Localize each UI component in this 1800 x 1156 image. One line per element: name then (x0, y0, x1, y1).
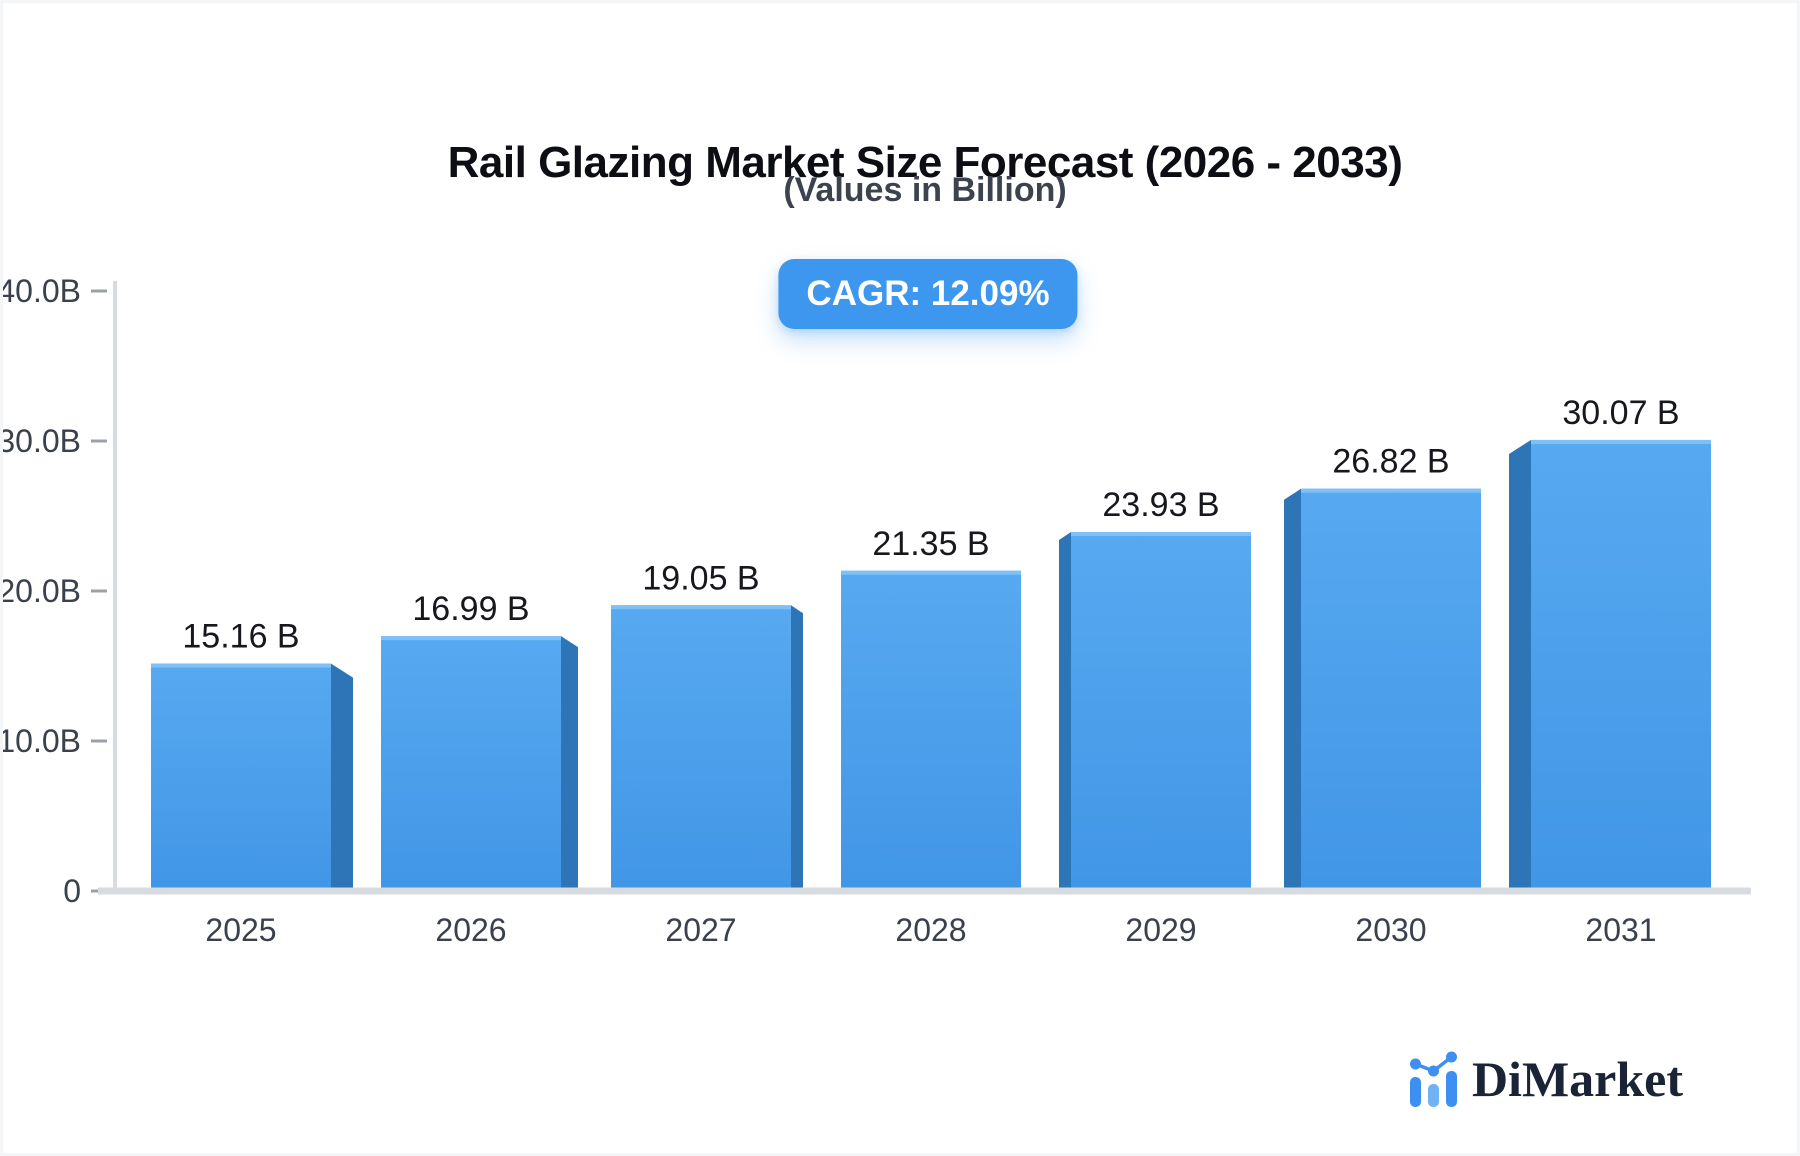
y-tick-label: 10.0B (3, 723, 81, 759)
bar-top-edge (1531, 439, 1711, 444)
bar (381, 636, 561, 889)
bar-side (791, 605, 803, 889)
chart-title: Rail Glazing Market Size Forecast (2026 … (447, 138, 1403, 188)
bar-top-edge (381, 636, 561, 641)
bar-side (1059, 532, 1071, 889)
x-tick-label: 2025 (205, 912, 276, 948)
y-tick-label: 0 (63, 873, 81, 909)
y-tick-label: 30.0B (3, 423, 81, 459)
x-tick-label: 2031 (1585, 912, 1656, 948)
bar-group-2029: 23.93 B 2029 (1059, 486, 1251, 948)
bar-top-edge (1071, 532, 1251, 537)
bar-group-2028: 21.35 B 2028 (841, 525, 1021, 948)
bar-chart: 40.0B 30.0B 20.0B 10.0B 0 15.16 B 2025 16.99 B 2… (3, 273, 1751, 948)
bar-value-label: 30.07 B (1562, 394, 1679, 432)
bar-group-2030: 26.82 B 2030 (1284, 443, 1481, 948)
y-tick-label: 20.0B (3, 573, 81, 609)
x-tick-label: 2027 (665, 912, 736, 948)
bar (1301, 488, 1481, 889)
bar-value-label: 15.16 B (182, 618, 299, 656)
brand-logo-icon (1409, 1051, 1457, 1107)
bar-side (561, 636, 578, 889)
bar-group-2027: 19.05 B 2027 (611, 559, 803, 948)
bar-group-2025: 15.16 B 2025 (151, 618, 353, 948)
bar-side (1509, 439, 1531, 889)
bar-value-label: 16.99 B (412, 590, 529, 628)
x-tick-label: 2026 (435, 912, 506, 948)
bar (1531, 439, 1711, 889)
bar (611, 605, 791, 889)
bar (151, 663, 331, 889)
bar-top-edge (1301, 488, 1481, 493)
x-tick-label: 2030 (1355, 912, 1426, 948)
bar-value-label: 21.35 B (872, 525, 989, 563)
bar-side (331, 663, 353, 889)
bar-value-label: 26.82 B (1332, 443, 1449, 481)
chart-subtitle: (Values in Billion) (783, 171, 1067, 209)
y-tick-label: 40.0B (3, 273, 81, 309)
bar-group-2026: 16.99 B 2026 (381, 590, 578, 948)
x-tick-label: 2028 (895, 912, 966, 948)
bar-value-label: 19.05 B (642, 559, 759, 597)
bar-top-edge (841, 570, 1021, 575)
brand-logo: DiMarket (1409, 1051, 1683, 1107)
bar-group-2031: 30.07 B 2031 (1509, 394, 1711, 948)
brand-logo-text: DiMarket (1471, 1051, 1683, 1107)
cagr-badge: CAGR: 12.09% (778, 259, 1078, 329)
bar (841, 570, 1021, 889)
bar-side (1284, 488, 1301, 889)
x-tick-label: 2029 (1125, 912, 1196, 948)
bar-value-label: 23.93 B (1102, 486, 1219, 524)
bar-top-edge (611, 605, 791, 610)
bar-top-edge (151, 663, 331, 668)
bar (1071, 532, 1251, 889)
